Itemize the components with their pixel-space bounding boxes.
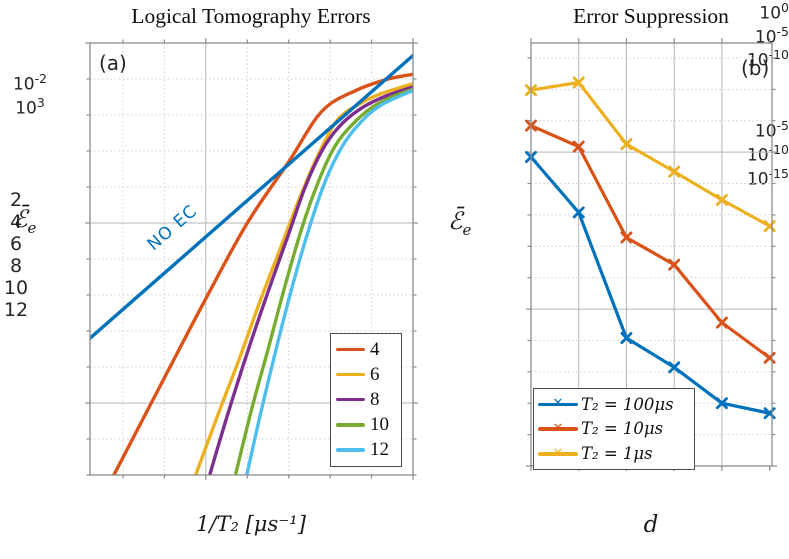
series-line-blue — [529, 155, 772, 415]
right-y-tick-label: 10-15 — [746, 165, 789, 190]
left-y-axis-label-symbol: ℰ̄ — [13, 205, 28, 233]
legend-entry-label: 6 — [370, 363, 380, 385]
right-x-tick-label: 12 — [3, 299, 29, 322]
legend-line-swatch — [336, 395, 365, 405]
left-y-axis-label: ℰ̄e — [13, 205, 36, 237]
left-x-tick-label: 10-2 — [12, 70, 48, 95]
right-x-tick-label: 6 — [9, 233, 23, 256]
right-curves — [525, 76, 776, 420]
curve-12 — [245, 88, 413, 475]
right-plot-title: Error Suppression — [573, 4, 729, 28]
left-y-tick-label: 100 — [759, 0, 789, 24]
x-marker — [763, 407, 776, 420]
right-x-tick-label: 10 — [3, 277, 29, 300]
x-marker — [715, 316, 728, 329]
series-line-yellow — [529, 80, 772, 228]
x-marker — [668, 258, 681, 271]
legend-line-x-swatch: ✕ — [538, 397, 578, 411]
legend-entry-label: 4 — [370, 338, 380, 360]
right-y-axis-label: ℰ̄e — [448, 207, 471, 239]
right-x-tick-label: 8 — [9, 255, 23, 278]
right-y-tick-label: 10-10 — [746, 141, 789, 166]
legend-entry-12: 12 — [336, 439, 401, 461]
panel-label-a: (a) — [99, 51, 127, 75]
x-marker — [620, 231, 633, 244]
x-marker — [715, 397, 728, 410]
legend-entry-orange: ✕ T₂ = 10μs — [538, 419, 694, 438]
right-x-tick-label: 2 — [9, 189, 23, 212]
curve-4 — [111, 72, 413, 475]
right-y-axis-label-symbol: ℰ̄ — [448, 207, 463, 235]
x-marker — [668, 165, 681, 178]
right-y-tick-label: 10-5 — [754, 118, 789, 142]
curve-10 — [233, 87, 413, 475]
left-y-tick-label: 10-5 — [754, 23, 789, 48]
left-curves — [90, 53, 413, 475]
legend-entry-10: 10 — [336, 414, 401, 436]
left-x-axis-label: 1/T₂ [μs⁻¹] — [196, 512, 306, 536]
x-marker — [715, 193, 728, 206]
right-plot-legend: ✕ T₂ = 100μs ✕ T₂ = 10μs ✕ T₂ = 1μs — [533, 388, 695, 470]
legend-entry-blue: ✕ T₂ = 100μs — [538, 395, 694, 414]
legend-entry-label: T₂ = 100μs — [581, 394, 674, 414]
left-plot-legend: 4 6 8 10 12 — [330, 333, 402, 467]
legend-line-x-swatch: ✕ — [538, 421, 578, 436]
curve-no-ec — [90, 53, 413, 340]
x-marker — [572, 206, 585, 219]
right-y-axis-label-subscript: e — [462, 221, 472, 239]
legend-entry-label: T₂ = 1μs — [581, 444, 653, 464]
x-marker — [620, 138, 633, 151]
legend-entry-label: 8 — [370, 388, 380, 410]
legend-entry-label: T₂ = 10μs — [581, 419, 664, 439]
series-line-orange — [529, 124, 772, 360]
legend-line-swatch — [336, 345, 365, 355]
legend-entry-yellow: ✕ T₂ = 1μs — [538, 444, 694, 463]
right-x-axis-label: d — [643, 512, 659, 538]
legend-entry-4: 4 — [336, 339, 401, 361]
x-marker — [668, 361, 681, 374]
left-plot-title: Logical Tomography Errors — [131, 4, 371, 28]
legend-line-swatch — [336, 445, 365, 455]
x-marker — [572, 76, 585, 89]
x-marker — [572, 140, 585, 153]
legend-line-x-swatch: ✕ — [538, 446, 578, 461]
legend-entry-8: 8 — [336, 389, 401, 411]
legend-entry-label: 12 — [370, 439, 389, 461]
legend-entry-label: 10 — [370, 414, 389, 436]
curve-8 — [207, 85, 413, 475]
x-marker — [763, 220, 776, 233]
legend-line-swatch — [336, 420, 365, 430]
legend-entry-6: 6 — [336, 364, 401, 386]
panel-label-b: (b) — [741, 56, 770, 80]
left-y-axis-label-subscript: e — [27, 219, 37, 237]
x-marker — [620, 332, 633, 344]
x-marker — [763, 351, 776, 364]
right-x-tick-label: 4 — [9, 211, 23, 234]
legend-line-swatch — [336, 370, 365, 380]
left-axes-box — [89, 42, 414, 476]
left-x-tick-label: 103 — [15, 94, 45, 119]
